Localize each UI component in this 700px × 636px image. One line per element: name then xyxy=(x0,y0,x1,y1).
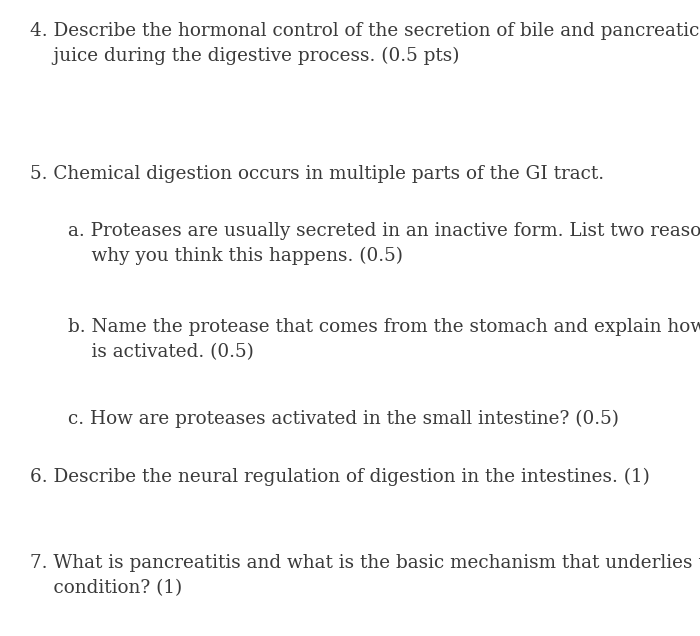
Text: 4. Describe the hormonal control of the secretion of bile and pancreatic
    jui: 4. Describe the hormonal control of the … xyxy=(30,22,699,66)
Text: b. Name the protease that comes from the stomach and explain how it
    is activ: b. Name the protease that comes from the… xyxy=(68,318,700,361)
Text: 5. Chemical digestion occurs in multiple parts of the GI tract.: 5. Chemical digestion occurs in multiple… xyxy=(30,165,604,183)
Text: a. Proteases are usually secreted in an inactive form. List two reasons
    why : a. Proteases are usually secreted in an … xyxy=(68,222,700,265)
Text: 6. Describe the neural regulation of digestion in the intestines. (1): 6. Describe the neural regulation of dig… xyxy=(30,468,650,487)
Text: c. How are proteases activated in the small intestine? (0.5): c. How are proteases activated in the sm… xyxy=(68,410,619,428)
Text: 7. What is pancreatitis and what is the basic mechanism that underlies the
    c: 7. What is pancreatitis and what is the … xyxy=(30,554,700,597)
